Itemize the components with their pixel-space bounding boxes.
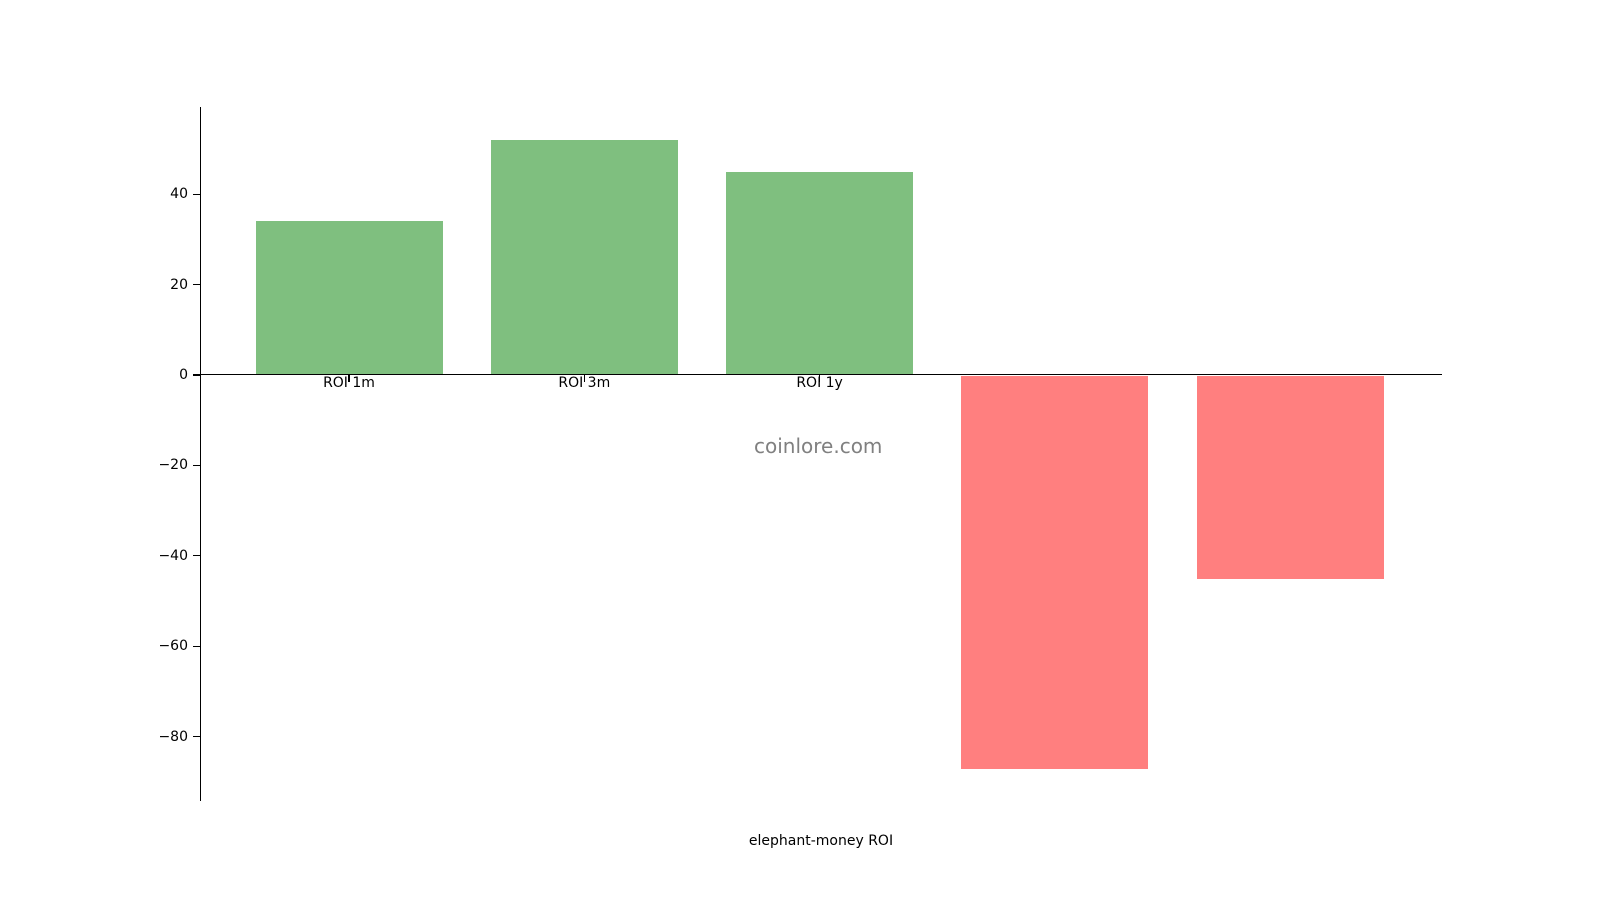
- x-tick-label: ROI 3m: [558, 375, 611, 391]
- watermark-text: coinlore.com: [754, 434, 883, 458]
- bar-unlabeled-4: [961, 375, 1149, 769]
- x-tick-mark: [348, 374, 350, 382]
- bar-ROI 3m: [490, 139, 678, 375]
- y-tick-label: −20: [158, 457, 188, 474]
- bar-unlabeled-5: [1196, 375, 1384, 579]
- y-tick-mark: [193, 193, 200, 195]
- y-tick-label: −60: [158, 638, 188, 655]
- x-tick-label: ROI 1y: [796, 375, 843, 391]
- y-tick-label: −40: [158, 547, 188, 564]
- bar-ROI 1m: [255, 221, 443, 375]
- y-tick-mark: [193, 374, 200, 376]
- y-tick-mark: [193, 555, 200, 557]
- x-tick-label: ROI 1m: [323, 375, 375, 391]
- x-axis-line: [200, 374, 1442, 376]
- y-tick-label: 0: [179, 367, 188, 383]
- y-axis-spine: [200, 107, 202, 801]
- y-tick-mark: [193, 464, 200, 466]
- y-tick-mark: [193, 284, 200, 286]
- bar-ROI 1y: [726, 171, 914, 375]
- y-tick-mark: [193, 645, 200, 647]
- x-tick-mark: [819, 374, 821, 382]
- y-tick-mark: [193, 736, 200, 738]
- y-tick-label: −80: [158, 728, 188, 745]
- x-tick-mark: [583, 374, 585, 382]
- y-tick-label: 20: [170, 276, 188, 293]
- chart-x-axis-title: elephant-money ROI: [748, 833, 894, 849]
- y-tick-label: 40: [170, 186, 188, 203]
